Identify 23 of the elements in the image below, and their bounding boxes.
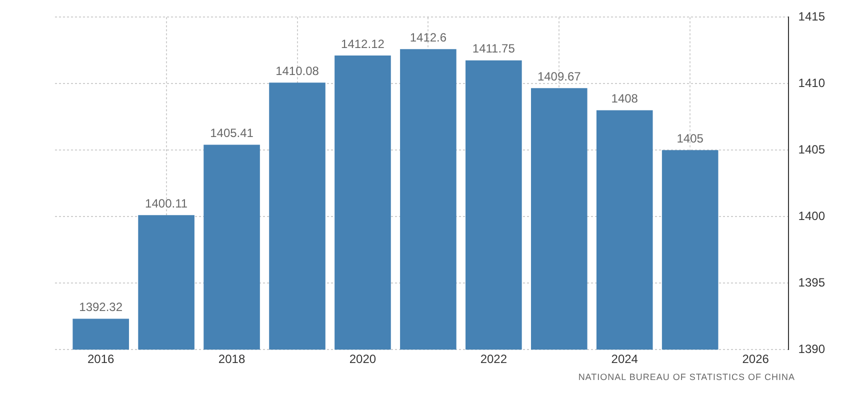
data-label: 1410.08 xyxy=(276,64,320,78)
x-tick-label: 2024 xyxy=(611,352,638,366)
x-tick-label: 2016 xyxy=(87,352,114,366)
data-label: 1405.41 xyxy=(210,126,254,140)
y-tick-label: 1405 xyxy=(798,142,826,156)
data-label: 1392.32 xyxy=(79,300,123,314)
x-tick-label: 2020 xyxy=(349,352,376,366)
data-label: 1405 xyxy=(676,131,704,146)
data-label: 1412.6 xyxy=(410,30,447,44)
x-tick-label: 2026 xyxy=(742,352,770,366)
y-tick-label: 1415 xyxy=(798,10,826,24)
data-label: 1400.11 xyxy=(145,196,188,210)
y-tick-label: 1390 xyxy=(798,342,826,356)
y-tick-label: 1410 xyxy=(798,76,826,90)
data-label: 1412.12 xyxy=(341,36,385,51)
x-tick-label: 2018 xyxy=(218,352,246,366)
y-tick-label: 1395 xyxy=(798,275,826,290)
text: NATIONAL BUREAU OF STATISTICS OF CHINA xyxy=(577,372,795,382)
data-label: 1409.67 xyxy=(537,69,582,84)
data-label: 1411.75 xyxy=(472,42,516,56)
data-label: 1408 xyxy=(611,92,638,106)
y-tick-label: 1400 xyxy=(798,208,826,223)
x-tick-label: 2022 xyxy=(480,352,508,366)
